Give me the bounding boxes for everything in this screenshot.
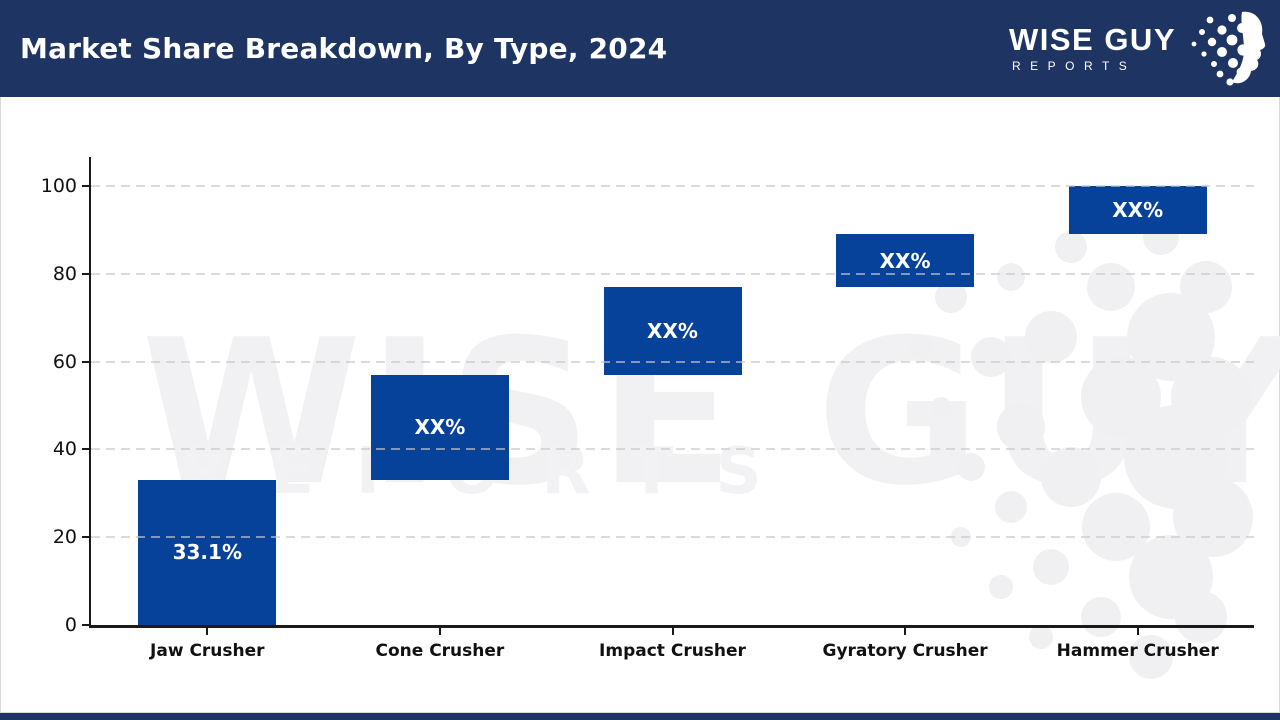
watermark-face-icon (909, 219, 1253, 679)
y-axis-tick-label: 100 (40, 175, 77, 197)
y-axis-tick-label: 60 (52, 350, 77, 373)
logo-text: WISE GUY REPORTS (1009, 24, 1176, 73)
y-axis-line (89, 157, 91, 628)
y-tick (82, 536, 90, 539)
gridline-100 (91, 185, 1254, 187)
gridline-80 (91, 272, 1254, 275)
waterfall-bar-5: XX% (1068, 186, 1207, 235)
x-tick (1136, 627, 1139, 635)
x-axis-category-label: Gyratory Crusher (822, 641, 988, 661)
gridline-20 (91, 536, 1254, 539)
logo-wordmark: WISE GUY (1008, 22, 1176, 58)
bar-value-label: XX% (647, 318, 698, 343)
y-tick (82, 448, 90, 451)
bar-value-label: XX% (414, 415, 466, 440)
y-tick (82, 624, 90, 626)
bar-value-label: XX% (879, 248, 931, 273)
x-tick (671, 627, 674, 635)
logo-subtitle: REPORTS (1011, 58, 1137, 73)
y-axis-tick-label: 20 (52, 526, 77, 549)
footer-bar (0, 713, 1280, 720)
x-axis-category-label: Hammer Crusher (1056, 641, 1219, 661)
y-tick (82, 185, 90, 187)
waterfall-bar-2: XX% (370, 374, 509, 480)
gridline-40 (91, 448, 1254, 451)
chart-area: WISE GUY REPORTS 33.1%Jaw CrusherXX%Cone… (0, 97, 1280, 712)
gridline-60 (91, 360, 1254, 363)
bar-value-label: 33.1% (172, 540, 242, 565)
x-axis-line (89, 625, 1254, 628)
y-tick (82, 272, 90, 275)
footer-divider (0, 712, 1280, 713)
x-axis-category-label: Jaw Crusher (150, 641, 265, 661)
waterfall-bar-3: XX% (603, 286, 742, 375)
chart-title: Market Share Breakdown, By Type, 2024 (20, 32, 668, 65)
waterfall-bar-1: 33.1% (138, 479, 277, 625)
y-axis-tick-label: 0 (64, 614, 77, 636)
wise-guy-logo: WISE GUY REPORTS (1009, 6, 1280, 92)
logo-face-icon (1191, 11, 1266, 86)
x-axis-category-label: Impact Crusher (599, 641, 746, 661)
header-bar: Market Share Breakdown, By Type, 2024 WI… (0, 0, 1280, 97)
y-axis-tick-label: 80 (52, 262, 77, 285)
x-tick (206, 627, 209, 635)
x-axis-category-label: Cone Crusher (375, 641, 505, 661)
y-tick (82, 360, 90, 363)
waterfall-bar-4: XX% (836, 234, 975, 287)
x-tick (438, 627, 441, 635)
x-tick (904, 627, 907, 635)
bar-value-label: XX% (1112, 198, 1164, 223)
y-axis-tick-label: 40 (52, 438, 77, 461)
